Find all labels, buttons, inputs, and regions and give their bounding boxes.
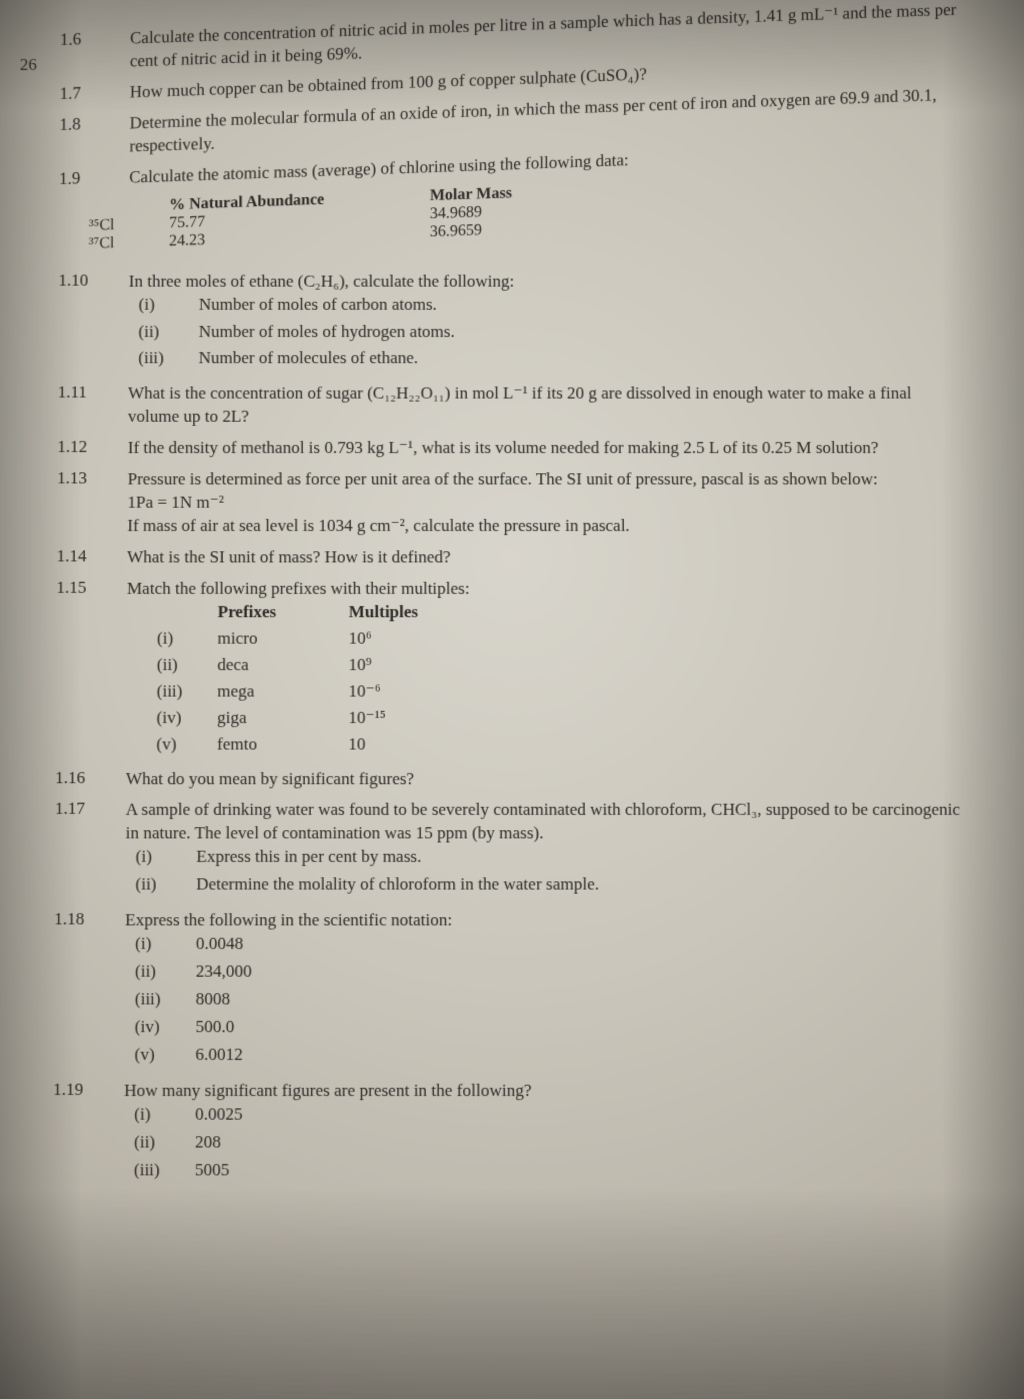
- td: 10: [348, 733, 469, 756]
- page-number: 26: [20, 55, 37, 75]
- qnum: 1.17: [54, 799, 125, 901]
- qnum: 1.18: [53, 909, 125, 1071]
- subtext: Number of molecules of ethane.: [198, 348, 966, 371]
- sublabel: (i): [128, 293, 198, 316]
- td: 10⁶: [349, 627, 470, 650]
- subtext: Determine the molality of chloroform in …: [196, 873, 970, 896]
- subtext: 6.0012: [195, 1043, 970, 1067]
- sublabel: (iv): [124, 1016, 195, 1040]
- qnum: 1.9: [59, 166, 129, 191]
- qtext-tail: If mass of air at sea level is 1034 g cm…: [127, 515, 967, 538]
- td: 10⁹: [348, 654, 469, 677]
- qtext: What do you mean by significant figures?: [126, 767, 969, 790]
- question-1-12: 1.12 If the density of methanol is 0.793…: [57, 437, 967, 460]
- question-1-19: 1.19 How many significant figures are pr…: [52, 1079, 971, 1186]
- sublabel: (iii): [125, 988, 196, 1012]
- qtext: What is the SI unit of mass? How is it d…: [127, 546, 967, 569]
- qtext: How many significant figures are present…: [124, 1079, 971, 1103]
- qnum: 1.15: [55, 578, 127, 760]
- qtext: In three moles of ethane (C₂H₆), calcula…: [129, 270, 966, 293]
- qnum: 1.6: [60, 28, 130, 76]
- question-1-10: 1.10 In three moles of ethane (C₂H₆), ca…: [58, 270, 966, 375]
- td: (ii): [157, 654, 218, 677]
- sublabel: (ii): [124, 1131, 195, 1155]
- qtext: Pressure is determined as force per unit…: [127, 468, 966, 491]
- sublabel: (ii): [125, 960, 196, 984]
- th: Multiples: [349, 601, 470, 624]
- qnum: 1.13: [57, 468, 128, 538]
- question-1-14: 1.14 What is the SI unit of mass? How is…: [57, 546, 968, 569]
- subtext: 8008: [196, 988, 971, 1012]
- qnum: 1.12: [57, 437, 128, 460]
- equation: 1Pa = 1N m⁻²: [127, 492, 967, 515]
- question-1-16: 1.16 What do you mean by significant fig…: [55, 767, 969, 790]
- subtext: Number of moles of hydrogen atoms.: [199, 320, 966, 343]
- td: ³⁷Cl: [89, 232, 169, 253]
- question-1-11: 1.11 What is the concentration of sugar …: [57, 383, 966, 429]
- td: 10⁻⁶: [348, 680, 469, 703]
- td: (v): [156, 733, 217, 756]
- th: Prefixes: [218, 601, 349, 624]
- td: 10⁻¹⁵: [348, 706, 469, 729]
- subtext: 234,000: [196, 960, 970, 984]
- qnum: 1.19: [52, 1079, 124, 1186]
- qnum: 1.7: [60, 81, 130, 106]
- sublabel: (v): [124, 1043, 195, 1067]
- th: [157, 601, 218, 624]
- sublabel: (iii): [128, 348, 198, 371]
- sublabel: (ii): [125, 873, 196, 896]
- subtext: 208: [195, 1131, 971, 1155]
- sublabel: (iii): [124, 1158, 195, 1182]
- page-content: 26 1.6 Calculate the concentration of ni…: [52, 40, 971, 1195]
- qtext: If the density of methanol is 0.793 kg L…: [128, 437, 967, 460]
- td: (iv): [156, 706, 217, 729]
- qnum: 1.14: [57, 546, 128, 569]
- sublabel: (i): [124, 1103, 195, 1127]
- qnum: 1.8: [59, 112, 129, 160]
- qnum: 1.11: [57, 383, 128, 429]
- qnum: 1.16: [55, 767, 126, 790]
- qtext: Match the following prefixes with their …: [127, 578, 968, 601]
- question-1-17: 1.17 A sample of drinking water was foun…: [54, 799, 969, 901]
- question-1-13: 1.13 Pressure is determined as force per…: [57, 468, 968, 538]
- subtext: 5005: [195, 1158, 972, 1182]
- td: (i): [157, 627, 218, 650]
- subtext: 0.0025: [195, 1103, 971, 1127]
- subtext: Number of moles of carbon atoms.: [199, 293, 966, 316]
- qtext: Express the following in the scientific …: [125, 909, 970, 933]
- qtext: A sample of drinking water was found to …: [126, 799, 970, 846]
- td: mega: [217, 680, 348, 703]
- subtext: 500.0: [195, 1016, 970, 1040]
- td: deca: [217, 654, 348, 677]
- td: micro: [217, 627, 348, 650]
- subtext: Express this in per cent by mass.: [196, 846, 969, 869]
- td: (iii): [157, 680, 218, 703]
- sublabel: (ii): [128, 320, 198, 343]
- sublabel: (i): [125, 933, 196, 957]
- question-1-15: 1.15 Match the following prefixes with t…: [55, 578, 968, 760]
- td: femto: [217, 733, 348, 756]
- subtext: 0.0048: [196, 933, 970, 957]
- sublabel: (i): [125, 846, 196, 869]
- question-1-18: 1.18 Express the following in the scient…: [53, 909, 971, 1071]
- qtext: What is the concentration of sugar (C₁₂H…: [128, 383, 967, 429]
- qnum: 1.10: [58, 270, 129, 375]
- td: giga: [217, 706, 348, 729]
